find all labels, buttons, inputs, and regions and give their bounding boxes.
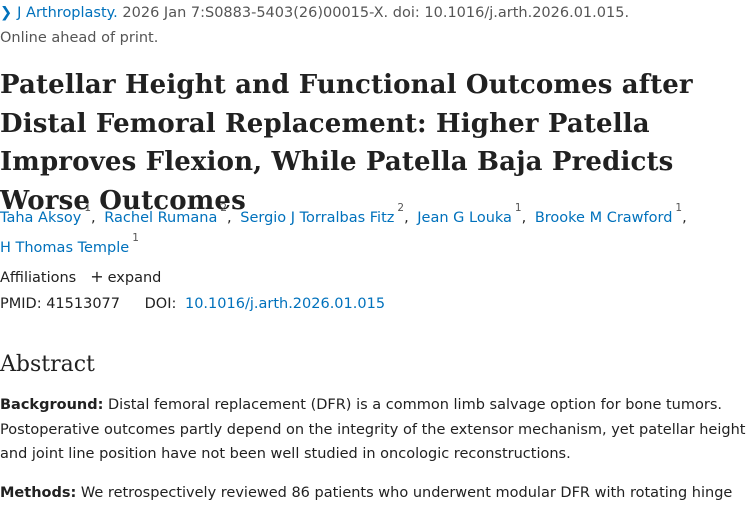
doi-link[interactable]: 10.1016/j.arth.2026.01.015 [184, 296, 386, 312]
methods-text: We retrospectively reviewed 86 patients … [80, 485, 733, 501]
article-identifiers: PMID: 41513077 DOI: 10.1016/j.arth.2026.… [0, 294, 385, 315]
affiliation-number[interactable]: 1 [514, 202, 522, 214]
citation-details: 2026 Jan 7:S0883-5403(26)00015-X. doi: 1… [122, 5, 630, 21]
publication-status: Online ahead of print. [0, 30, 159, 46]
doi-label: DOI: [144, 296, 177, 312]
author-link[interactable]: Taha Aksoy [0, 209, 82, 226]
background-text: Distal femoral replacement (DFR) is a co… [0, 397, 746, 462]
affiliation-number[interactable]: 1 [132, 231, 139, 244]
plus-icon[interactable]: + [90, 267, 104, 286]
article-title: Patellar Height and Functional Outcomes … [0, 70, 693, 216]
chevron-right-icon[interactable]: ❯ [0, 5, 13, 21]
author-link[interactable]: Rachel Rumana [104, 209, 218, 226]
affiliation-number[interactable]: 1 [675, 202, 683, 214]
affiliation-number[interactable]: 2 [220, 202, 228, 214]
abstract-methods: Methods: We retrospectively reviewed 86 … [0, 481, 750, 506]
author-link[interactable]: Sergio J Torralbas Fitz [240, 209, 395, 226]
author-item: H Thomas Temple1 [0, 232, 139, 256]
author-item: Rachel Rumana2, [104, 202, 232, 226]
pmid-label: PMID: [0, 296, 42, 312]
journal-link[interactable]: J Arthroplasty. [17, 5, 118, 21]
expand-button[interactable]: expand [107, 270, 162, 286]
author-list: Taha Aksoy1, Rachel Rumana2, Sergio J To… [0, 201, 748, 261]
citation-line: ❯ J Arthroplasty. 2026 Jan 7:S0883-5403(2… [0, 3, 629, 24]
affiliation-number[interactable]: 2 [397, 202, 405, 214]
author-item: Taha Aksoy1, [0, 202, 96, 226]
affiliation-number[interactable]: 1 [84, 202, 92, 214]
author-link[interactable]: H Thomas Temple [0, 239, 130, 256]
abstract-heading: Abstract [0, 352, 95, 377]
author-item: Brooke M Crawford1, [534, 202, 687, 226]
abstract-background: Background: Distal femoral replacement (… [0, 393, 750, 467]
pmid-value: 41513077 [46, 296, 121, 312]
methods-label: Methods: [0, 485, 77, 501]
affiliations-label: Affiliations [0, 270, 77, 286]
author-item: Jean G Louka1, [417, 202, 527, 226]
author-item: Sergio J Torralbas Fitz2, [240, 202, 409, 226]
author-link[interactable]: Jean G Louka [417, 209, 512, 226]
background-label: Background: [0, 397, 104, 413]
affiliations-toggle[interactable]: Affiliations + expand [0, 266, 161, 289]
author-link[interactable]: Brooke M Crawford [534, 209, 673, 226]
